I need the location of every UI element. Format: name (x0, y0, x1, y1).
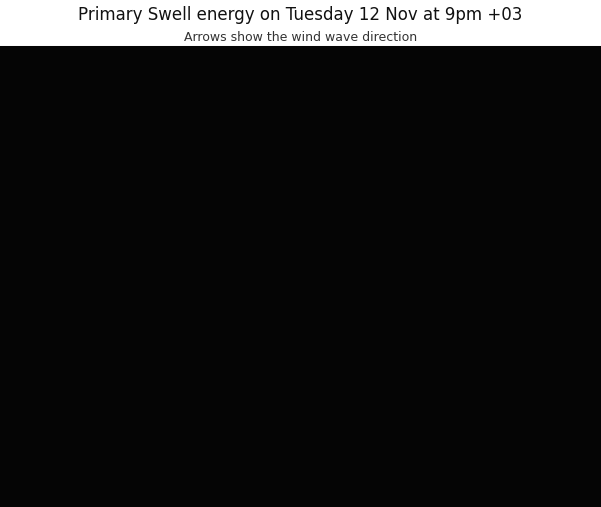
Text: Arrows show the wind wave direction: Arrows show the wind wave direction (184, 31, 417, 44)
Text: Primary Swell energy on Tuesday 12 Nov at 9pm +03: Primary Swell energy on Tuesday 12 Nov a… (78, 6, 523, 24)
